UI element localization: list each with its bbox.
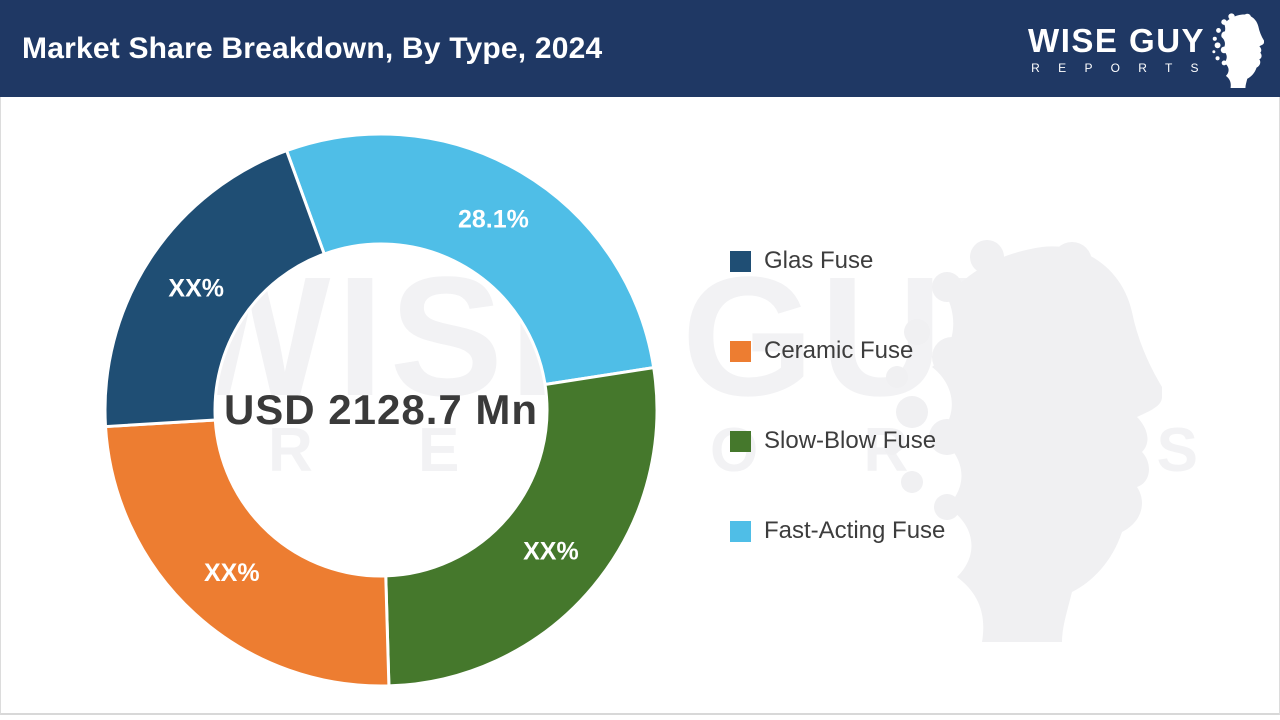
brand-name: WISE GUY [1028, 21, 1206, 59]
donut-segment-glas-fuse [103, 149, 326, 429]
legend-item-fast-acting-fuse: Fast-Acting Fuse [730, 518, 945, 544]
page-title: Market Share Breakdown, By Type, 2024 [22, 31, 603, 65]
segment-value-label: 28.1% [458, 206, 529, 234]
brand-logo: WISE GUY R E P O R T S [1027, 0, 1266, 97]
legend-label: Slow-Blow Fuse [764, 427, 937, 454]
legend-label: Glas Fuse [764, 247, 874, 274]
brand-logo-text: WISE GUY R E P O R T S [1027, 21, 1206, 75]
brand-face-icon [1210, 10, 1266, 88]
header-bar: Market Share Breakdown, By Type, 2024 WI… [0, 0, 1280, 97]
legend-swatch-slow-blow-fuse [730, 430, 751, 452]
legend-item-ceramic-fuse: Ceramic Fuse [730, 338, 945, 364]
legend-item-glas-fuse: Glas Fuse [730, 248, 945, 274]
donut-segment-slow-blow-fuse [384, 366, 659, 688]
legend-label: Ceramic Fuse [764, 337, 914, 364]
chart-center-value: USD 2128.7 Mn [223, 386, 539, 433]
segment-value-label: XX% [204, 559, 260, 587]
legend-swatch-ceramic-fuse [730, 340, 751, 362]
segment-value-label: XX% [523, 537, 579, 565]
legend-swatch-glas-fuse [730, 250, 751, 272]
chart-legend: Glas Fuse Ceramic Fuse Slow-Blow Fuse Fa… [730, 248, 945, 608]
legend-swatch-fast-acting-fuse [730, 520, 751, 542]
legend-item-slow-blow-fuse: Slow-Blow Fuse [730, 428, 945, 454]
donut-segment-ceramic-fuse [104, 418, 391, 688]
segment-value-label: XX% [168, 275, 224, 303]
donut-segment-fast-acting-fuse [285, 132, 656, 386]
legend-label: Fast-Acting Fuse [764, 517, 946, 544]
brand-subtitle: R E P O R T S [1031, 60, 1206, 75]
